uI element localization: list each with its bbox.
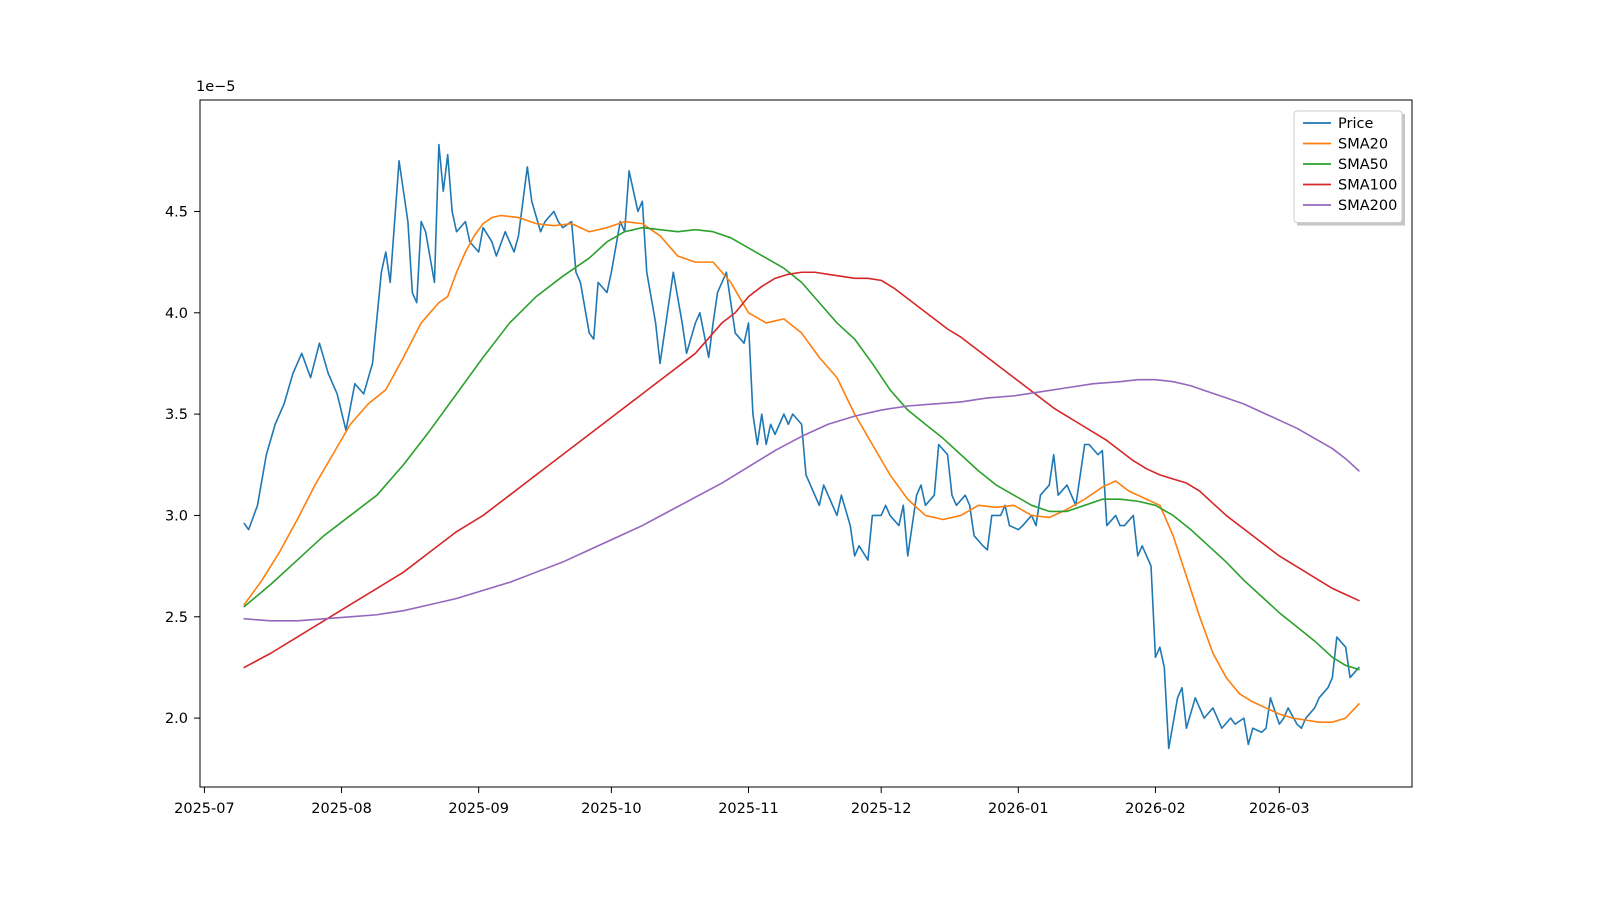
legend-box (1293, 110, 1403, 223)
legend-label-sma200: SMA200 (1338, 198, 1397, 214)
plot-area (200, 100, 1412, 787)
legend: Price SMA20 SMA50 SMA100 SMA200 (1293, 110, 1405, 226)
x-tick-label: 2025-11 (718, 801, 779, 817)
series-line-price (243, 143, 1360, 750)
x-tick-label: 2026-03 (1249, 801, 1310, 817)
x-tick-label: 2025-09 (448, 801, 509, 817)
y-tick-label: 4.0 (165, 306, 188, 322)
x-tick-label: 2025-10 (581, 801, 642, 817)
x-axis: 2025-07 2025-08 2025-09 2025-10 2025-11 2025-… (174, 787, 1310, 817)
x-tick-label: 2026-02 (1125, 801, 1186, 817)
y-tick-label: 3.5 (165, 407, 188, 423)
series-line-sma50 (243, 226, 1360, 671)
x-tick-label: 2026-01 (988, 801, 1049, 817)
x-tick-label: 2025-12 (851, 801, 912, 817)
y-axis-offset-text: 1e−5 (196, 79, 236, 95)
series-line-sma200 (243, 378, 1360, 622)
legend-label-sma20: SMA20 (1338, 137, 1388, 153)
series-lines (243, 143, 1360, 750)
y-tick-label: 3.0 (165, 508, 188, 524)
x-tick-label: 2025-07 (174, 801, 235, 817)
series-line-sma20 (243, 214, 1360, 723)
series-line-sma100 (243, 271, 1360, 669)
y-tick-label: 2.0 (165, 711, 188, 727)
y-tick-label: 2.5 (165, 610, 188, 626)
legend-label-sma100: SMA100 (1338, 178, 1397, 194)
legend-label-price: Price (1338, 116, 1373, 132)
y-tick-label: 4.5 (165, 204, 188, 220)
legend-label-sma50: SMA50 (1338, 157, 1388, 173)
plot-border (199, 99, 1413, 788)
x-tick-label: 2025-08 (311, 801, 372, 817)
y-axis: 2.0 2.5 3.0 3.5 4.0 4.5 (165, 204, 200, 727)
